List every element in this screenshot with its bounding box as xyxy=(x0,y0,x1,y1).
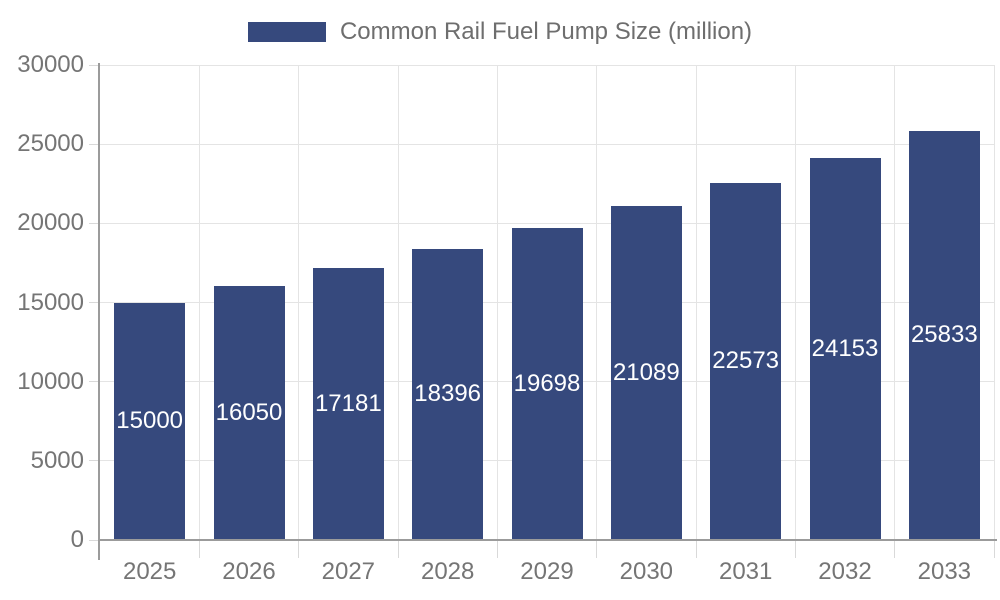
x-tick-label: 2026 xyxy=(222,558,276,585)
gridline xyxy=(794,65,796,540)
bar-value-label: 19698 xyxy=(513,370,581,398)
bar-value-label: 15000 xyxy=(116,407,184,435)
x-tick-label: 2030 xyxy=(619,558,674,585)
x-axis-tick xyxy=(794,540,796,558)
x-axis-tick xyxy=(496,540,498,558)
gridline xyxy=(100,64,994,66)
bar-value-label: 18396 xyxy=(414,380,482,408)
bar[interactable]: 21089 xyxy=(610,206,682,540)
x-tick-label: 2031 xyxy=(718,558,773,585)
gridline xyxy=(993,65,995,540)
gridline xyxy=(100,222,994,224)
x-axis-line xyxy=(100,539,997,541)
gridline xyxy=(198,65,200,540)
bar-value-label: 21089 xyxy=(612,359,680,387)
legend-swatch[interactable] xyxy=(247,22,326,42)
y-tick-label: 5000 xyxy=(30,446,84,474)
y-axis-line xyxy=(98,63,100,560)
plot-area: 15000 16050 17181 18396 19698 21089 22573 24153… xyxy=(100,64,995,540)
bar-value-label: 17181 xyxy=(314,389,382,417)
gridline xyxy=(894,65,896,540)
y-axis-tick xyxy=(89,302,100,303)
y-axis-tick xyxy=(89,460,100,462)
x-axis-tick xyxy=(198,540,200,558)
bar[interactable]: 22573 xyxy=(710,182,782,540)
bar-value-label: 22573 xyxy=(712,347,780,375)
x-axis-tick xyxy=(695,540,697,558)
x-axis-tick xyxy=(298,540,300,558)
bar[interactable]: 18396 xyxy=(412,248,484,540)
y-tick-label: 0 xyxy=(70,526,84,553)
x-axis-tick xyxy=(894,540,896,558)
gridline xyxy=(496,65,498,540)
y-tick-label: 30000 xyxy=(17,51,84,78)
x-tick-label: 2028 xyxy=(420,558,475,585)
x-tick-label: 2027 xyxy=(321,558,376,585)
y-axis-tick xyxy=(89,143,100,145)
y-tick-label: 25000 xyxy=(17,130,84,158)
y-tick-label: 10000 xyxy=(17,367,84,395)
y-axis-tick xyxy=(89,64,100,66)
y-tick-label: 20000 xyxy=(17,209,84,237)
gridline xyxy=(100,143,994,145)
bar-value-label: 16050 xyxy=(215,398,283,426)
bar[interactable]: 16050 xyxy=(213,285,285,540)
x-axis-tick xyxy=(397,540,399,558)
bar[interactable]: 24153 xyxy=(809,157,881,540)
x-tick-label: 2025 xyxy=(122,558,177,585)
y-tick-label: 15000 xyxy=(17,288,84,316)
bar[interactable]: 15000 xyxy=(114,302,186,540)
y-axis-tick xyxy=(89,222,100,224)
gridline xyxy=(695,65,697,540)
legend-label[interactable]: Common Rail Fuel Pump Size (million) xyxy=(339,18,753,45)
gridline xyxy=(397,65,399,540)
x-tick-label: 2032 xyxy=(818,558,872,585)
y-axis-tick xyxy=(89,381,100,383)
x-axis-tick xyxy=(993,540,995,558)
gridline xyxy=(596,65,598,540)
gridline xyxy=(298,65,300,540)
bar-value-label: 25833 xyxy=(910,321,978,349)
bar[interactable]: 25833 xyxy=(908,130,980,540)
x-axis-tick xyxy=(596,540,598,558)
y-axis-tick xyxy=(89,539,100,541)
bar[interactable]: 17181 xyxy=(312,267,384,540)
x-tick-label: 2029 xyxy=(520,558,574,585)
legend[interactable]: Common Rail Fuel Pump Size (million) xyxy=(0,18,1000,46)
x-tick-label: 2033 xyxy=(917,558,972,585)
bar-value-label: 24153 xyxy=(811,334,879,362)
bar[interactable]: 19698 xyxy=(511,228,583,540)
